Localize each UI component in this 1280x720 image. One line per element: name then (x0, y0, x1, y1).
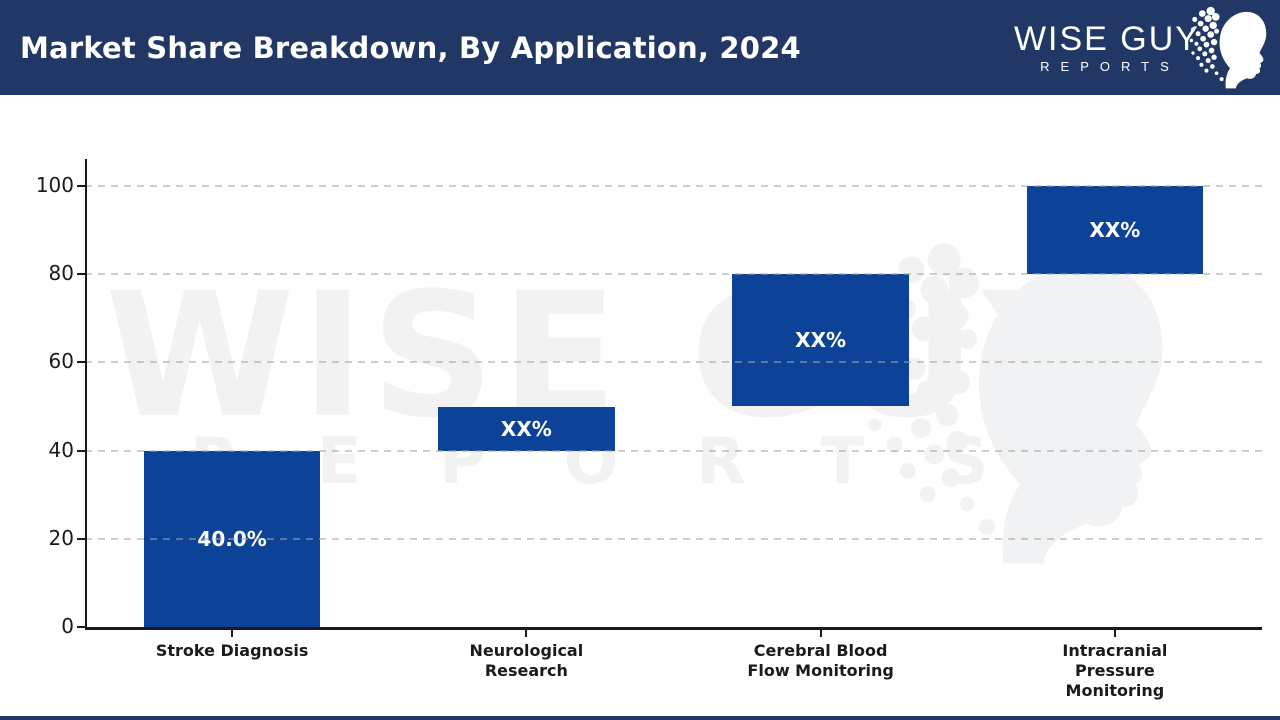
x-category-label: Cerebral Blood Flow Monitoring (701, 641, 941, 681)
x-category-label-line: Flow Monitoring (747, 661, 894, 680)
y-tick-mark (77, 449, 85, 452)
waterfall-chart: WISE GUY REPORTS 0 20 40 60 80 100 40.0% Stroke… (0, 95, 1280, 716)
x-category-label: Stroke Diagnosis (112, 641, 352, 661)
y-tick-mark (77, 626, 85, 628)
x-category-label: Neurological Research (406, 641, 646, 681)
footer-bar (0, 716, 1280, 720)
page-title: Market Share Breakdown, By Application, … (20, 30, 801, 65)
x-category-label-line: Research (484, 661, 568, 680)
wiseguy-logo: WISE GUY REPORTS (1014, 6, 1280, 90)
header-bar: Market Share Breakdown, By Application, … (0, 0, 1280, 95)
x-category-label-line: Cerebral Blood (753, 641, 888, 660)
gridline (85, 449, 1262, 452)
y-tick-label: 100 (35, 173, 74, 197)
logo-subtitle: REPORTS (1040, 59, 1180, 74)
gridline (85, 537, 1262, 540)
x-axis-spine (85, 627, 1262, 630)
y-tick-mark (77, 273, 85, 276)
x-tick-mark (525, 630, 528, 637)
gridline (85, 185, 1262, 187)
bar-segment: XX% (1026, 186, 1204, 275)
x-category-label-line: Intracranial (1062, 641, 1168, 660)
x-category-label-line: Pressure (1075, 661, 1155, 680)
x-tick-mark (1113, 630, 1116, 637)
y-tick-mark (77, 537, 85, 540)
gridline (85, 361, 1262, 364)
logo-wordmark: WISE GUY (1013, 20, 1200, 58)
y-tick-label: 60 (48, 349, 74, 374)
y-tick-label: 20 (48, 525, 74, 550)
wiseguy-logo-text: WISE GUY REPORTS (1014, 21, 1200, 74)
y-tick-label: 40 (48, 437, 74, 462)
x-category-label-line: Stroke Diagnosis (155, 641, 309, 660)
x-category-label-line: Monitoring (1065, 681, 1165, 700)
bar-segment: XX% (438, 406, 615, 451)
bar-value-label: XX% (1089, 218, 1141, 243)
bar-value-label: XX% (500, 416, 552, 441)
y-axis-spine (85, 159, 87, 629)
gridline (85, 273, 1262, 276)
y-tick-mark (77, 185, 85, 187)
y-tick-label: 0 (61, 614, 74, 638)
x-tick-mark (231, 630, 234, 637)
bar-segment: XX% (732, 274, 909, 407)
y-tick-label: 80 (48, 261, 74, 286)
bar-value-label: XX% (795, 328, 847, 353)
x-tick-mark (819, 630, 822, 637)
y-tick-mark (77, 361, 85, 364)
x-category-label: Intracranial Pressure Monitoring (995, 641, 1235, 701)
x-category-label-line: Neurological (469, 641, 584, 660)
wiseguy-face-logo-icon (1186, 6, 1274, 90)
